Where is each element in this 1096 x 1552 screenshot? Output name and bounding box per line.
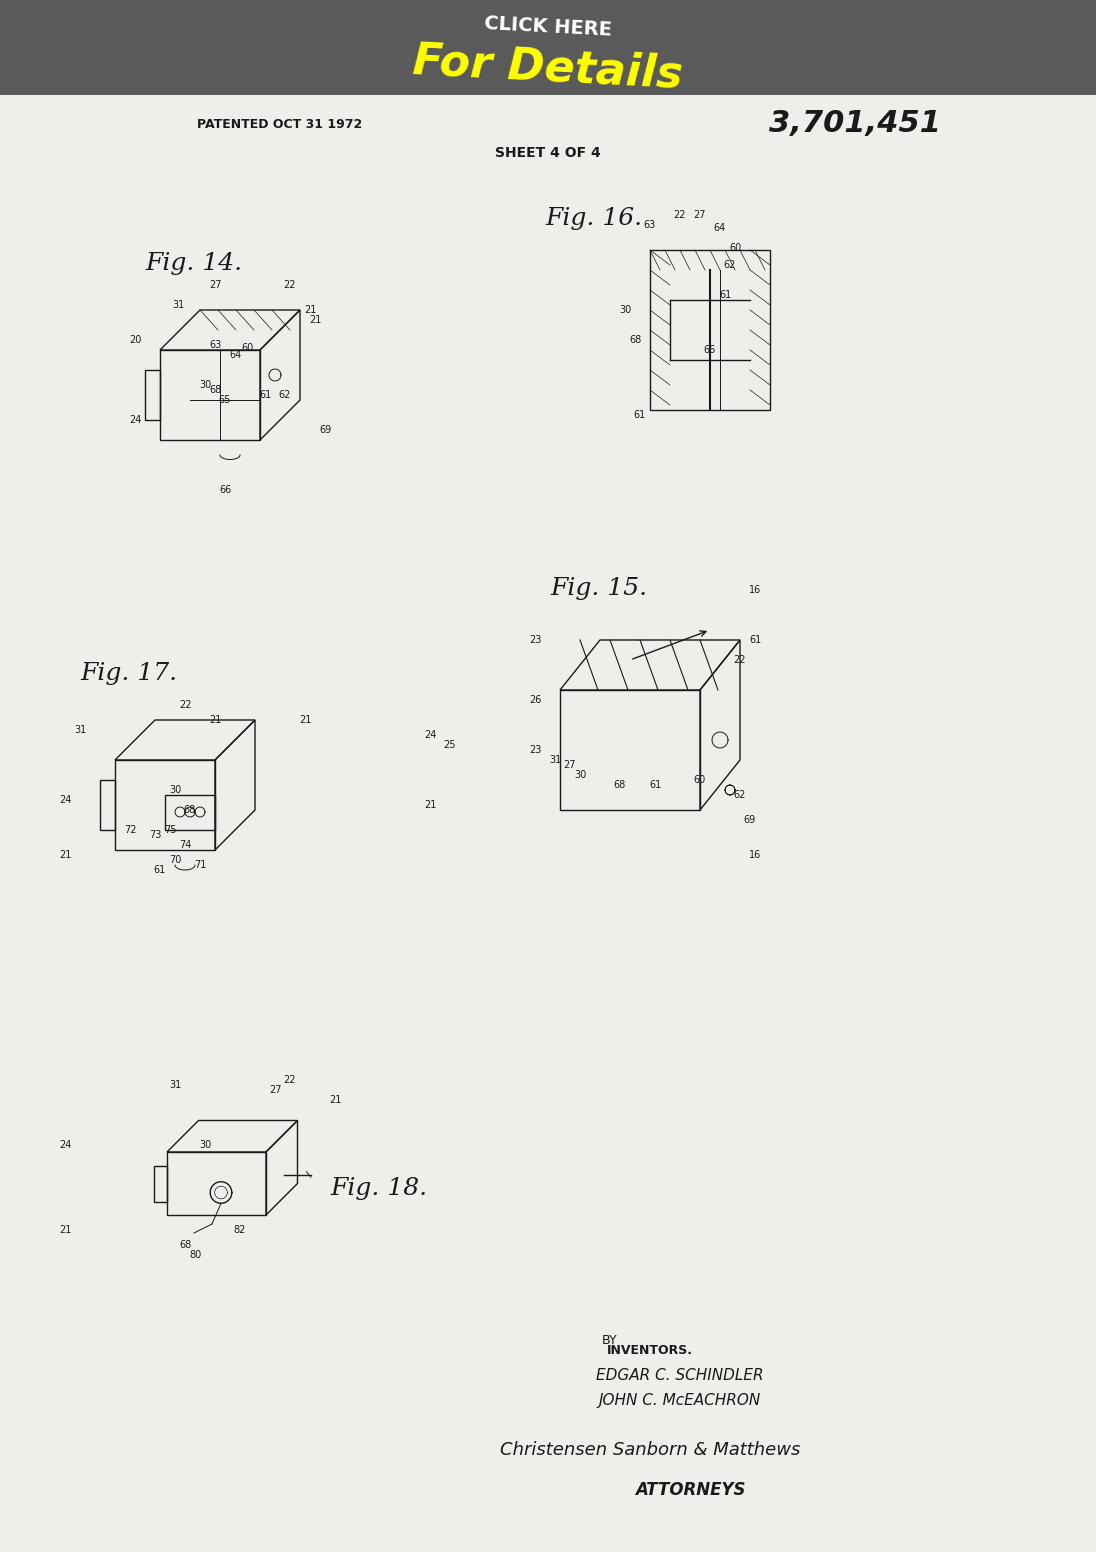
Text: 24: 24	[424, 729, 436, 740]
Text: 61: 61	[649, 781, 661, 790]
Text: 3,701,451: 3,701,451	[769, 109, 940, 138]
Text: 82: 82	[233, 1225, 247, 1235]
Text: 21: 21	[304, 306, 316, 315]
Text: 69: 69	[319, 425, 331, 435]
Text: 62: 62	[723, 261, 737, 270]
Text: 61: 61	[719, 290, 731, 300]
Text: PATENTED OCT 31 1972: PATENTED OCT 31 1972	[197, 118, 363, 132]
Text: 80: 80	[189, 1249, 202, 1260]
Text: 30: 30	[198, 380, 212, 390]
Text: 21: 21	[424, 799, 436, 810]
Text: 30: 30	[574, 770, 586, 781]
Text: Christensen Sanborn & Matthews: Christensen Sanborn & Matthews	[500, 1440, 800, 1459]
Text: 21: 21	[59, 850, 71, 860]
Text: 71: 71	[194, 860, 206, 871]
Text: 60: 60	[242, 343, 254, 352]
Text: INVENTORS.: INVENTORS.	[607, 1344, 693, 1356]
Text: 22: 22	[733, 655, 746, 664]
Text: 31: 31	[169, 1080, 181, 1090]
Text: 24: 24	[59, 795, 71, 805]
Text: Fig. 16.: Fig. 16.	[545, 206, 642, 230]
Text: SHEET 4 OF 4: SHEET 4 OF 4	[495, 146, 601, 160]
Text: 61: 61	[633, 410, 647, 421]
Text: 31: 31	[172, 300, 184, 310]
Text: 30: 30	[619, 306, 631, 315]
Text: 23: 23	[528, 635, 541, 646]
Text: JOHN C. McEACHRON: JOHN C. McEACHRON	[598, 1392, 761, 1408]
Text: 70: 70	[169, 855, 181, 864]
Text: Fig. 18.: Fig. 18.	[330, 1176, 427, 1200]
Text: Fig. 17.: Fig. 17.	[80, 663, 178, 684]
Text: 62: 62	[278, 390, 292, 400]
Text: 26: 26	[528, 695, 541, 705]
Text: 22: 22	[674, 210, 686, 220]
Text: 23: 23	[528, 745, 541, 754]
Text: CLICK HERE: CLICK HERE	[483, 14, 613, 39]
Text: 60: 60	[694, 774, 706, 785]
Text: 60: 60	[729, 244, 741, 253]
Bar	[0, 0, 1096, 95]
Text: 68: 68	[184, 805, 196, 815]
Text: 62: 62	[734, 790, 746, 799]
Text: 73: 73	[149, 830, 161, 840]
Text: 16: 16	[749, 585, 761, 594]
Text: Fig. 14.: Fig. 14.	[145, 251, 242, 275]
Text: 21: 21	[309, 315, 321, 324]
Text: 24: 24	[129, 414, 141, 425]
Text: 68: 68	[179, 1240, 191, 1249]
Text: 21: 21	[59, 1225, 71, 1235]
Text: 22: 22	[179, 700, 191, 709]
Text: 64: 64	[229, 351, 241, 360]
Text: 72: 72	[124, 826, 136, 835]
Text: 27: 27	[563, 760, 576, 770]
Text: 64: 64	[713, 223, 727, 233]
Text: 21: 21	[299, 715, 311, 725]
Text: EDGAR C. SCHINDLER: EDGAR C. SCHINDLER	[596, 1367, 764, 1383]
Text: 30: 30	[169, 785, 181, 795]
Text: 63: 63	[643, 220, 657, 230]
Text: 68: 68	[614, 781, 626, 790]
Text: 66: 66	[704, 345, 716, 355]
Text: 27: 27	[269, 1085, 282, 1096]
Text: 16: 16	[749, 850, 761, 860]
Text: 21: 21	[329, 1096, 341, 1105]
Text: 75: 75	[163, 826, 176, 835]
Text: 20: 20	[129, 335, 141, 345]
Text: 66: 66	[219, 484, 231, 495]
Text: 22: 22	[284, 279, 296, 290]
Text: 24: 24	[59, 1141, 71, 1150]
Text: 63: 63	[209, 340, 221, 351]
Text: 61: 61	[749, 635, 761, 646]
Text: 21: 21	[209, 715, 221, 725]
Text: 31: 31	[549, 754, 561, 765]
Text: 61: 61	[259, 390, 271, 400]
Text: ATTORNEYS: ATTORNEYS	[635, 1481, 745, 1499]
Text: 27: 27	[694, 210, 706, 220]
Text: 65: 65	[219, 396, 231, 405]
Text: 68: 68	[629, 335, 641, 345]
Text: BY: BY	[602, 1333, 618, 1347]
Text: 68: 68	[209, 385, 221, 396]
Text: 27: 27	[208, 279, 221, 290]
Text: 22: 22	[284, 1076, 296, 1085]
Text: 69: 69	[744, 815, 756, 826]
Text: 31: 31	[73, 725, 87, 736]
Text: 30: 30	[198, 1141, 212, 1150]
Text: 25: 25	[444, 740, 456, 750]
Text: For Details: For Details	[412, 40, 684, 96]
Text: Fig. 15.: Fig. 15.	[550, 577, 647, 601]
Text: 74: 74	[179, 840, 191, 850]
Text: 61: 61	[153, 864, 167, 875]
